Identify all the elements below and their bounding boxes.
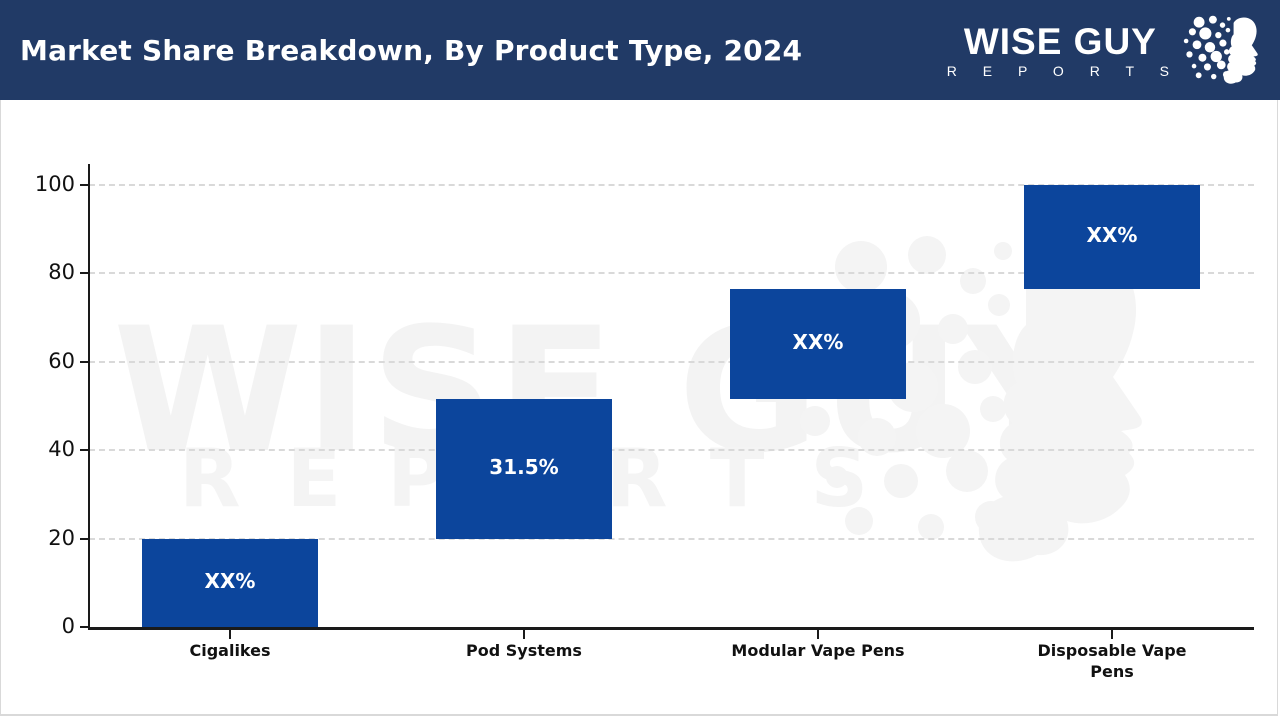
y-tick-label-20: 20 [48, 525, 75, 550]
x-axis-line [88, 627, 1254, 630]
x-tick-2 [817, 630, 819, 639]
gridline-100 [89, 184, 1254, 186]
logo-subtitle: R E P O R T S [946, 62, 1180, 79]
bar-value-label: XX% [204, 568, 256, 593]
x-tick-1 [523, 630, 525, 639]
bar-value-label: XX% [1086, 222, 1138, 247]
y-tick-100 [80, 184, 88, 186]
bar-modular-vape-pens [730, 288, 906, 400]
logo-face-icon [1183, 15, 1258, 84]
x-category-label: Modular Vape Pens [731, 641, 905, 660]
gridline-40 [89, 449, 1254, 452]
y-axis-line [88, 164, 90, 629]
gridline-60 [89, 360, 1254, 363]
bar-disposable-vape-pens [1024, 185, 1200, 289]
y-tick-60 [80, 360, 88, 363]
logo-wordmark: WISE GUY [963, 20, 1157, 62]
wise-guy-logo: WISE GUY R E P O R T S [941, 6, 1266, 94]
y-tick-40 [80, 449, 88, 452]
bar-value-label: XX% [792, 330, 844, 355]
y-tick-label-80: 80 [48, 260, 75, 285]
y-tick-label-0: 0 [61, 614, 75, 638]
y-tick-label-100: 100 [34, 172, 75, 196]
x-tick-3 [1111, 630, 1113, 639]
gridline-80 [89, 272, 1254, 275]
gridline-20 [89, 537, 1254, 540]
bar-cigalikes [142, 538, 318, 627]
x-category-label: Pod Systems [466, 641, 582, 660]
page-title: Market Share Breakdown, By Product Type,… [20, 33, 803, 67]
x-tick-0 [229, 630, 231, 639]
bar-value-label: 31.5% [489, 454, 559, 479]
y-tick-0 [80, 626, 88, 628]
y-tick-label-60: 60 [48, 348, 75, 373]
y-tick-label-40: 40 [48, 437, 75, 462]
x-category-label: Cigalikes [189, 641, 271, 660]
y-tick-20 [80, 537, 88, 540]
y-tick-80 [80, 272, 88, 275]
header: Market Share Breakdown, By Product Type,… [0, 0, 1280, 100]
bar-pod-systems [436, 399, 612, 539]
logo-text: WISE GUY R E P O R T S [941, 23, 1180, 78]
x-category-label: Disposable Vape Pens [1037, 641, 1187, 681]
